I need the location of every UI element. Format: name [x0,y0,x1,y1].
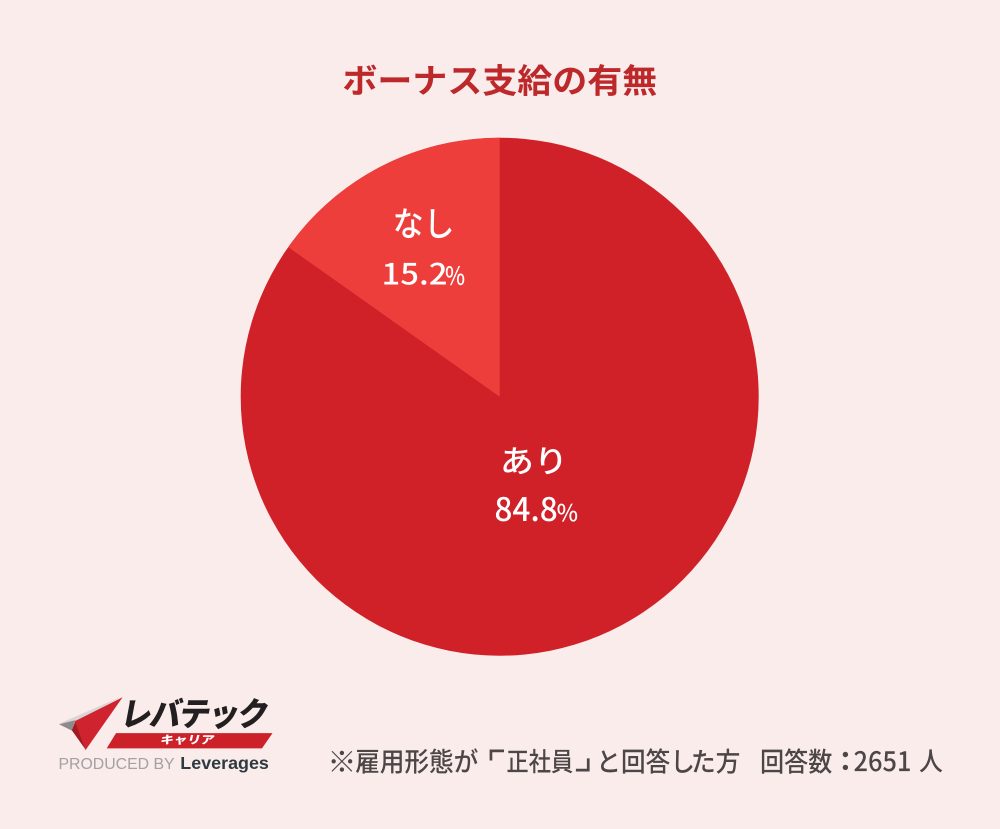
svg-text:PRODUCED BY: PRODUCED BY [59,756,175,773]
svg-text:Leverages: Leverages [180,753,269,773]
